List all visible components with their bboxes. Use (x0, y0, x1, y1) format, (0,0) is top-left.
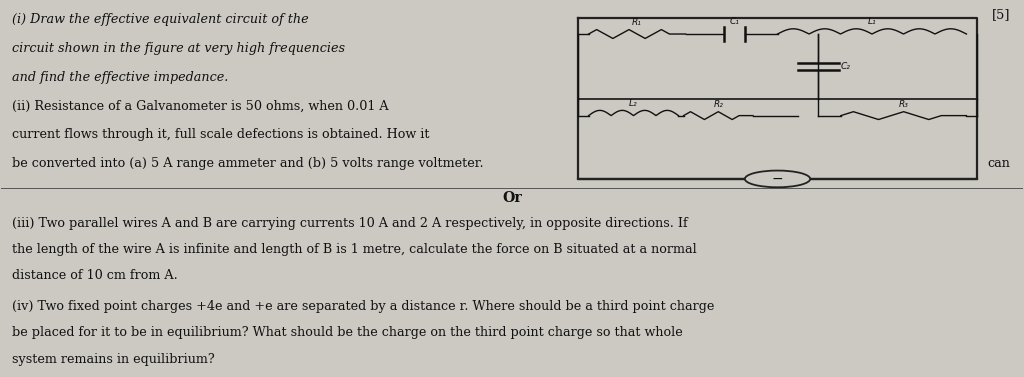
Text: circuit shown in the figure at very high frequencies: circuit shown in the figure at very high… (11, 42, 345, 55)
Text: and find the effective impedance.: and find the effective impedance. (11, 70, 228, 84)
Text: can: can (987, 157, 1011, 170)
Text: Or: Or (502, 191, 522, 205)
Text: be converted into (a) 5 A range ammeter and (b) 5 volts range voltmeter.: be converted into (a) 5 A range ammeter … (11, 157, 483, 170)
Text: (i) Draw the effective equivalent circuit of the: (i) Draw the effective equivalent circui… (11, 13, 308, 26)
Circle shape (744, 170, 810, 187)
Text: distance of 10 cm from A.: distance of 10 cm from A. (11, 269, 177, 282)
Text: R₂: R₂ (714, 100, 723, 109)
Text: the length of the wire A is infinite and length of B is 1 metre, calculate the f: the length of the wire A is infinite and… (11, 243, 696, 256)
Text: (ii) Resistance of a Galvanometer is 50 ohms, when 0.01 A: (ii) Resistance of a Galvanometer is 50 … (11, 99, 388, 112)
Text: C₁: C₁ (730, 17, 739, 26)
Text: [5]: [5] (992, 8, 1011, 21)
Text: current flows through it, full scale defections is obtained. How it: current flows through it, full scale def… (11, 128, 429, 141)
Text: (iii) Two parallel wires A and B are carrying currents 10 A and 2 A respectively: (iii) Two parallel wires A and B are car… (11, 217, 687, 230)
Text: −: − (772, 172, 783, 186)
Text: (iv) Two fixed point charges +4e and +e are separated by a distance r. Where sho: (iv) Two fixed point charges +4e and +e … (11, 300, 714, 313)
Text: L₂: L₂ (629, 99, 638, 108)
Text: L₁: L₁ (867, 17, 877, 26)
Text: R₁: R₁ (632, 18, 642, 28)
Text: R₃: R₃ (899, 100, 908, 109)
Text: system remains in equilibrium?: system remains in equilibrium? (11, 352, 214, 366)
Text: be placed for it to be in equilibrium? What should be the charge on the third po: be placed for it to be in equilibrium? W… (11, 326, 682, 339)
Text: C₂: C₂ (841, 62, 851, 71)
